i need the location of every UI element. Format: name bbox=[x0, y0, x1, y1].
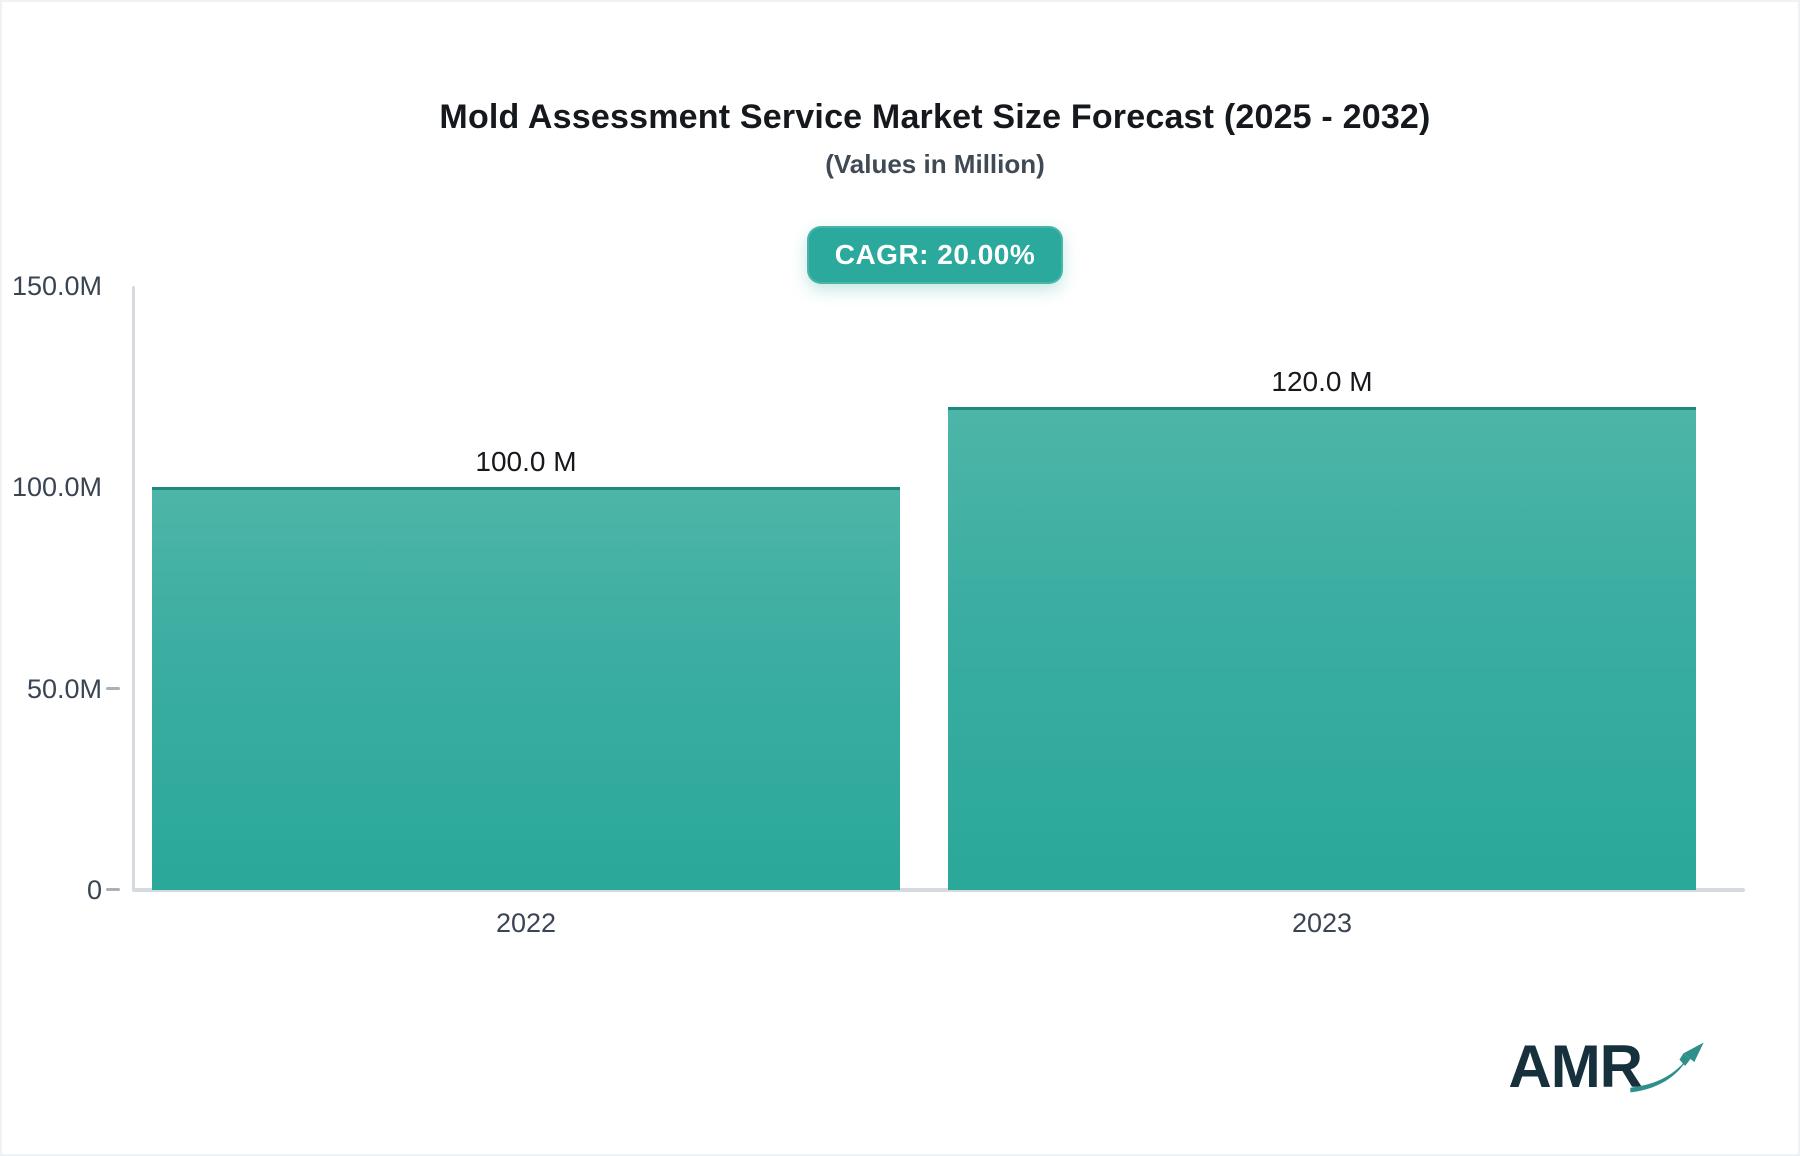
x-axis-baseline bbox=[132, 888, 1745, 892]
y-axis-tick-mark bbox=[106, 686, 120, 690]
growth-arrow-icon bbox=[1630, 1042, 1704, 1093]
cagr-badge-wrap: CAGR: 20.00% bbox=[72, 226, 1798, 284]
y-axis-tick-mark bbox=[106, 888, 120, 891]
amr-logo: AMR bbox=[1508, 1034, 1706, 1102]
y-axis-tick-label: 50.0M bbox=[26, 673, 102, 704]
chart-subtitle: (Values in Million) bbox=[825, 149, 1045, 179]
bar-2022 bbox=[152, 487, 900, 890]
bar-value-label: 100.0 M bbox=[475, 446, 577, 478]
bar-value-label: 120.0 M bbox=[1271, 365, 1373, 397]
y-axis-line bbox=[132, 286, 135, 890]
bar-2023 bbox=[948, 406, 1696, 890]
x-axis-category-label: 2022 bbox=[495, 908, 557, 938]
amr-logo-text: AMR bbox=[1508, 1033, 1643, 1100]
y-axis-tick-label: 0 bbox=[86, 875, 102, 905]
y-axis-tick-label: 150.0M bbox=[11, 271, 102, 301]
chart-title: Mold Assessment Service Market Size Fore… bbox=[439, 98, 1431, 136]
x-axis-category-label: 2023 bbox=[1291, 908, 1353, 938]
cagr-badge: CAGR: 20.00% bbox=[806, 226, 1064, 284]
y-axis-tick-label: 100.0M bbox=[11, 472, 102, 503]
